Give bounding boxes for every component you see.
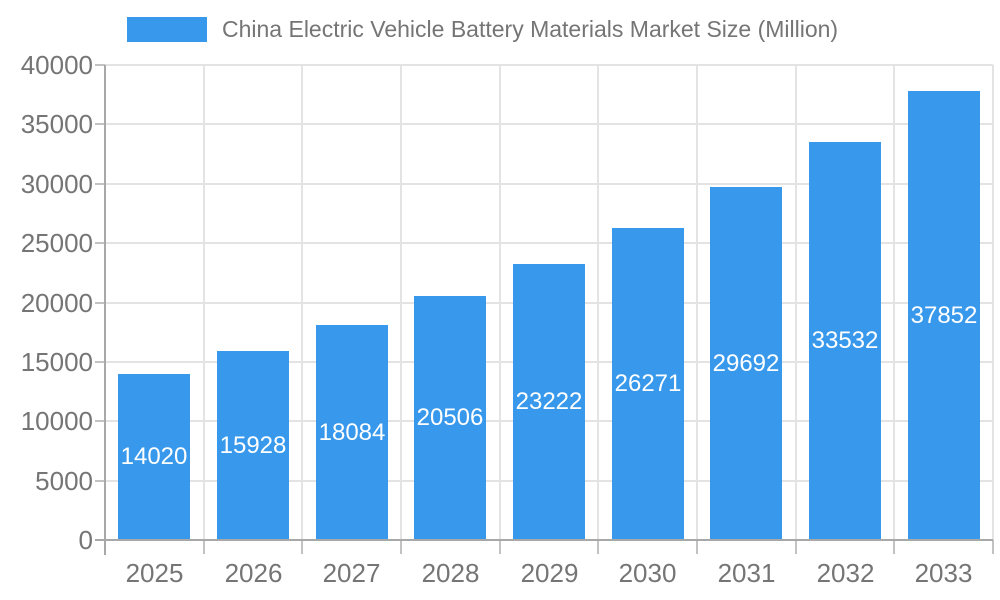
y-axis-tick: [95, 302, 105, 304]
horizontal-gridline: [105, 123, 993, 125]
y-axis-tick: [95, 183, 105, 185]
bar-value-label: 20506: [416, 404, 484, 431]
bar-value-label: 29692: [712, 349, 780, 377]
legend-item[interactable]: China Electric Vehicle Battery Materials…: [127, 16, 838, 43]
y-axis-tick-label: 25000: [20, 228, 93, 258]
horizontal-gridline: [105, 242, 993, 244]
bar: 15928: [217, 351, 289, 540]
x-axis-tick-label: 2033: [914, 558, 973, 588]
x-axis-tick-label: 2027: [322, 558, 381, 588]
bar: 37852: [908, 91, 980, 540]
x-axis-tick: [893, 540, 895, 554]
x-axis-line: [95, 539, 993, 541]
horizontal-gridline: [105, 183, 993, 185]
x-axis-tick-label: 2032: [816, 558, 875, 588]
x-axis-tick: [992, 540, 994, 554]
x-axis-tick: [597, 540, 599, 554]
y-axis-tick: [95, 420, 105, 422]
y-axis-tick-label: 40000: [20, 50, 93, 80]
x-axis-tick: [400, 540, 402, 554]
legend-label: China Electric Vehicle Battery Materials…: [222, 16, 839, 42]
vertical-gridline: [992, 65, 994, 540]
y-axis-tick-label: 35000: [20, 109, 93, 139]
x-axis-tick-label: 2030: [618, 558, 677, 588]
y-axis-tick: [95, 123, 105, 125]
x-axis-tick-label: 2028: [421, 558, 480, 588]
bar: 20506: [414, 296, 486, 540]
bar-value-label: 14020: [120, 443, 188, 470]
legend-color-swatch: [127, 17, 207, 42]
y-axis-tick-label: 5000: [35, 466, 93, 496]
y-axis-tick: [95, 64, 105, 66]
bar: 14020: [118, 374, 190, 540]
y-axis-tick-label: 20000: [20, 288, 93, 318]
x-axis-tick: [301, 540, 303, 554]
x-axis-tick: [696, 540, 698, 554]
bar-value-label: 18084: [318, 418, 386, 446]
y-axis-tick: [95, 242, 105, 244]
y-axis-line: [104, 65, 106, 555]
bar-value-label: 26271: [614, 370, 682, 397]
x-axis-tick: [203, 540, 205, 554]
bar-value-label: 33532: [811, 327, 879, 354]
x-axis-tick-label: 2029: [520, 558, 579, 588]
bar-value-label: 23222: [515, 388, 583, 415]
bar: 33532: [809, 142, 881, 540]
x-axis-tick-label: 2031: [717, 558, 776, 588]
y-axis-tick-label: 10000: [20, 406, 93, 436]
bar: 29692: [710, 187, 782, 540]
y-axis-tick-label: 15000: [20, 347, 93, 377]
x-axis-tick-label: 2025: [125, 558, 184, 588]
bar: 18084: [316, 325, 388, 540]
bar-value-label: 37852: [910, 301, 978, 329]
x-axis-tick-label: 2026: [224, 558, 283, 588]
horizontal-gridline: [105, 64, 993, 66]
y-axis-tick-label: 30000: [20, 169, 93, 199]
x-axis-tick: [499, 540, 501, 554]
y-axis-tick: [95, 480, 105, 482]
x-axis-tick: [795, 540, 797, 554]
bar: 26271: [612, 228, 684, 540]
bar: 23222: [513, 264, 585, 540]
bar-value-label: 15928: [219, 431, 287, 459]
y-axis-tick: [95, 361, 105, 363]
y-axis-tick-label: 0: [78, 525, 93, 555]
